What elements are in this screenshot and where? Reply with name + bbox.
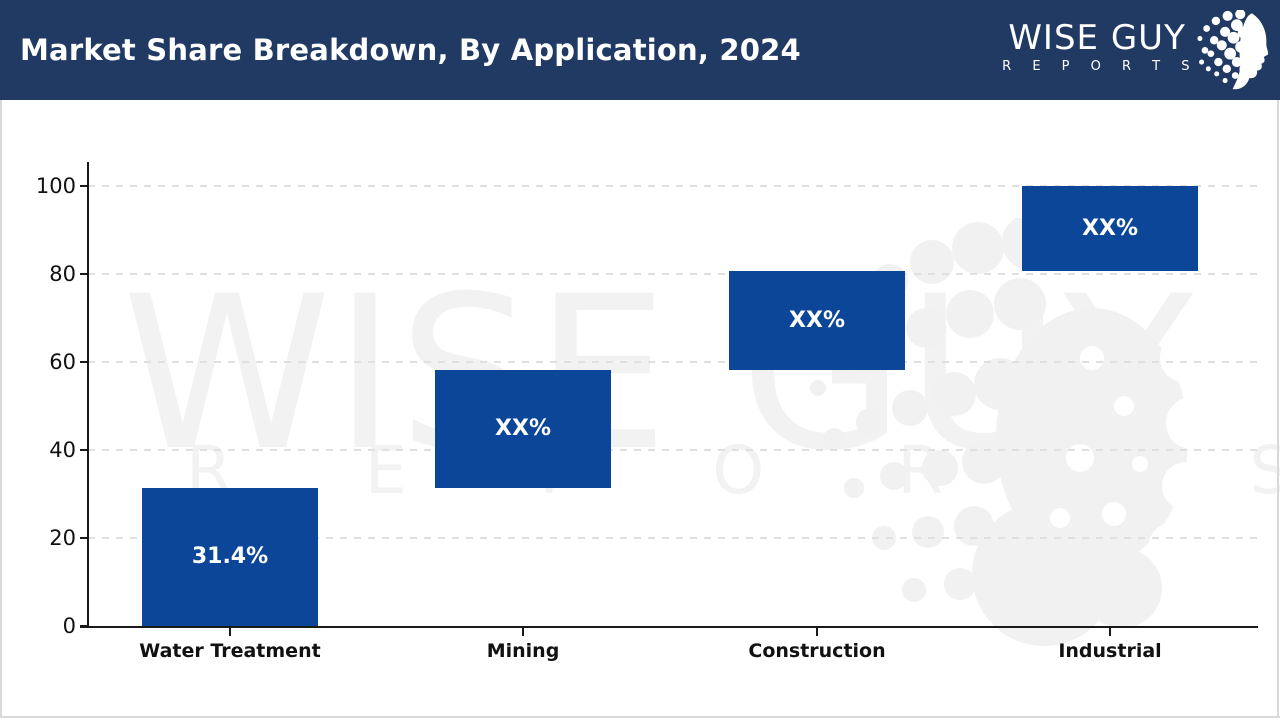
y-axis-tick-label: 100: [35, 174, 76, 198]
frame-line-left: [0, 100, 2, 718]
frame-line-right: [1277, 100, 1279, 718]
bar-value-label: XX%: [1082, 215, 1138, 241]
y-axis-tick-label: 60: [49, 350, 76, 374]
bar-water-treatment: 31.4%: [142, 487, 318, 626]
chart-title: Market Share Breakdown, By Application, …: [20, 33, 801, 67]
gridline-y-20: [88, 537, 1258, 539]
y-axis-tick: [80, 537, 88, 539]
x-axis-category-label: Mining: [486, 640, 560, 662]
y-axis-tick: [80, 273, 88, 275]
logo-subtext: R E P O R T S: [1002, 59, 1198, 75]
gridline-y-60: [88, 361, 1258, 363]
logo-wordmark: WISE GUY: [1008, 18, 1186, 58]
x-axis-tick: [1109, 628, 1111, 636]
x-axis-tick: [229, 628, 231, 636]
x-axis-tick: [816, 628, 818, 636]
y-axis-line: [87, 162, 89, 628]
y-axis-tick: [80, 361, 88, 363]
bar-value-label: XX%: [789, 307, 845, 333]
bar-mining: XX%: [435, 369, 611, 488]
gridline-y-40: [88, 449, 1258, 451]
y-axis-tick: [80, 185, 88, 187]
logo-text: WISE GUY R E P O R T S: [996, 18, 1198, 75]
wise-guy-reports-logo: WISE GUY R E P O R T S: [1002, 8, 1269, 94]
gridline-y-100: [88, 185, 1258, 187]
bar-construction: XX%: [729, 270, 905, 370]
frame-line-bottom: [0, 716, 1280, 718]
y-axis-tick: [80, 449, 88, 451]
y-axis-tick-label: 20: [49, 526, 76, 550]
y-axis-tick-label: 80: [49, 262, 76, 286]
y-axis-tick-label: 40: [49, 438, 76, 462]
bar-value-label: XX%: [495, 416, 551, 442]
y-axis-tick-label: 0: [62, 614, 76, 638]
x-axis-category-label: Water Treatment: [139, 640, 321, 662]
bar-value-label: 31.4%: [191, 544, 269, 570]
x-axis-tick: [522, 628, 524, 636]
header-band: Market Share Breakdown, By Application, …: [0, 0, 1280, 100]
bar-industrial: XX%: [1022, 186, 1198, 271]
x-axis-line: [80, 626, 1258, 628]
gridline-y-80: [88, 273, 1258, 275]
dotted-head-icon: [1197, 10, 1269, 90]
plot-area: WISE GUY R E P O R T S: [0, 100, 1280, 720]
x-axis-category-label: Industrial: [1058, 640, 1162, 662]
x-axis-category-label: Construction: [748, 640, 886, 662]
